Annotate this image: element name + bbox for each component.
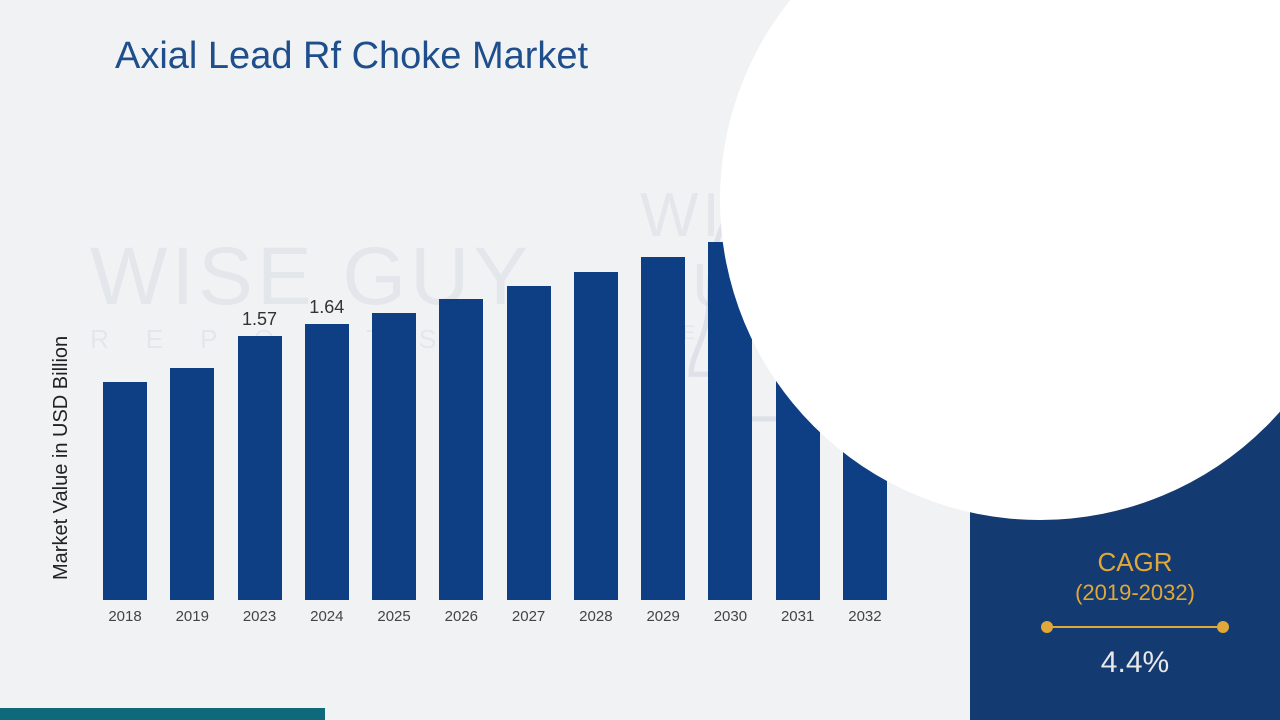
brand-logo: WISE GUY R E P O R T S [975, 20, 1260, 70]
x-tick-label: 2023 [230, 608, 290, 625]
x-tick-label: 2031 [768, 608, 828, 625]
bar-rect [641, 257, 685, 600]
cagr-range: (2019-2032) [990, 580, 1280, 606]
bar-rect [372, 313, 416, 600]
x-tick-label: 2024 [297, 608, 357, 625]
bar-rect [170, 368, 214, 600]
bar [431, 299, 491, 600]
decorative-bottom-bar [0, 708, 325, 720]
x-tick-label: 2029 [633, 608, 693, 625]
bar-rect [574, 272, 618, 600]
cagr-label: CAGR [990, 547, 1280, 578]
bar: 1.64 [297, 324, 357, 600]
bar [566, 272, 626, 600]
bar [364, 313, 424, 600]
x-tick-label: 2018 [95, 608, 155, 625]
y-axis-label: Market Value in USD Billion [50, 336, 73, 580]
bar [633, 257, 693, 600]
bar [162, 368, 222, 600]
bar-rect [439, 299, 483, 600]
x-axis-labels: 2018 2019 2023 2024 2025 2026 2027 2028 2029 2030… [95, 608, 895, 625]
cagr-value: 4.4% [990, 646, 1280, 680]
bar: 1.57 [230, 336, 290, 600]
bar-rect [103, 382, 147, 600]
x-tick-label: 2030 [700, 608, 760, 625]
cagr-block: CAGR (2019-2032) 4.4% [990, 547, 1280, 680]
chart-title: Axial Lead Rf Choke Market [115, 35, 588, 78]
x-tick-label: 2027 [499, 608, 559, 625]
logo-text-sub: R E P O R T S [975, 52, 1182, 70]
stage: Axial Lead Rf Choke Market Market Value … [0, 0, 1280, 720]
bar-rect [238, 336, 282, 600]
x-tick-label: 2019 [162, 608, 222, 625]
bar-rect [305, 324, 349, 600]
bar-value-label: 1.57 [242, 309, 277, 330]
logo-text-main: WISE GUY [975, 20, 1182, 54]
side-panel: WISE GUY R E P O R T S CAGR (2019-2032) … [970, 0, 1280, 720]
x-tick-label: 2028 [566, 608, 626, 625]
x-tick-label: 2032 [835, 608, 895, 625]
brain-head-icon [1184, 30, 1254, 110]
bar [499, 286, 559, 600]
bar-rect [507, 286, 551, 600]
bar [95, 382, 155, 600]
cagr-divider [1045, 626, 1225, 628]
bar-value-label: 1.64 [309, 297, 344, 318]
x-tick-label: 2025 [364, 608, 424, 625]
x-tick-label: 2026 [431, 608, 491, 625]
